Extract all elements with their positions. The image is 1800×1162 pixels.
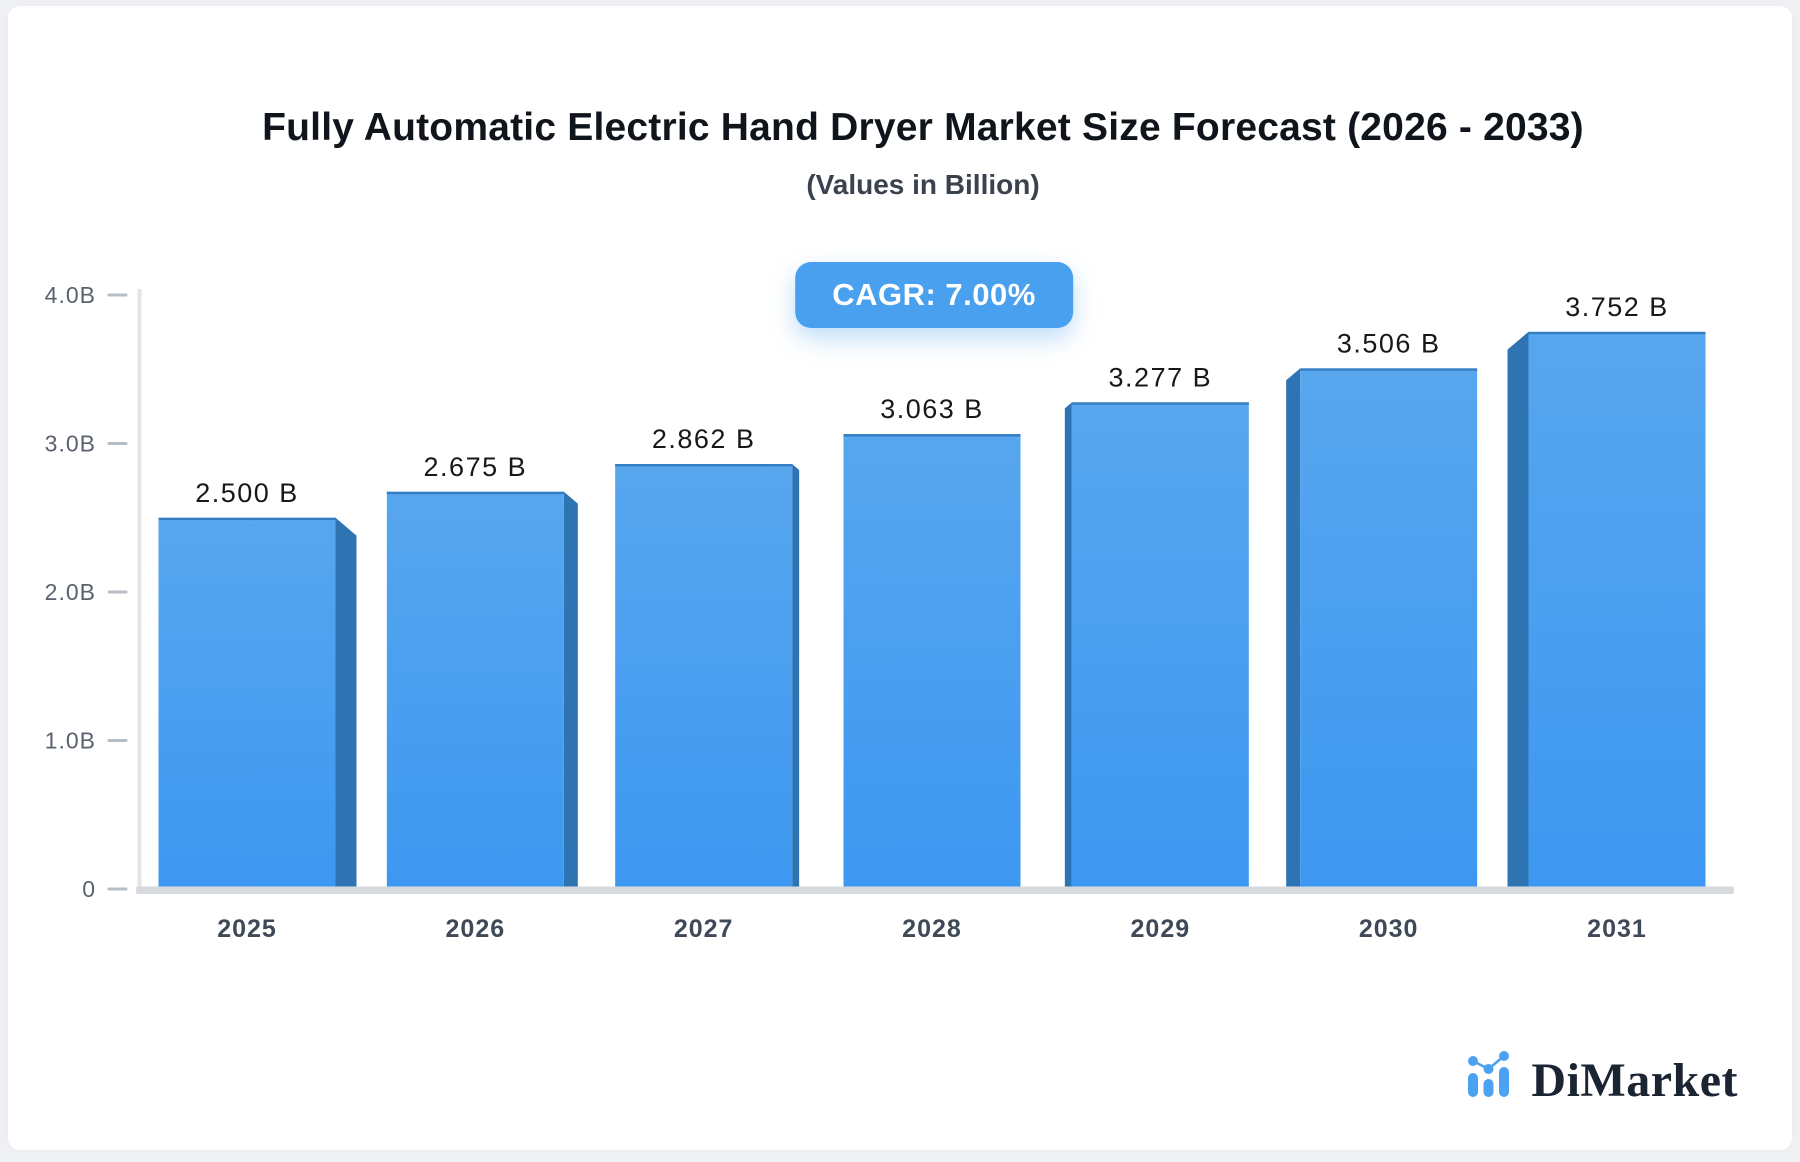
bar-side-face (564, 492, 578, 889)
bar-side-face (1507, 332, 1528, 889)
x-tick-label: 2026 (446, 915, 506, 943)
bar-side-face (1065, 402, 1072, 889)
bar-2029 (1072, 402, 1249, 889)
x-tick-label: 2029 (1131, 915, 1191, 943)
y-tick-label: 3.0B (45, 431, 96, 457)
bar-side-face (792, 464, 799, 889)
x-tick-label: 2031 (1587, 915, 1647, 943)
y-tick-label: 2.0B (45, 579, 96, 605)
logo-text: DiMarket (1531, 1061, 1738, 1100)
x-tick-label: 2027 (674, 915, 734, 943)
bar-side-face (1286, 368, 1300, 889)
chart-card: Fully Automatic Electric Hand Dryer Mark… (6, 4, 1794, 1152)
bar-group-2027: 2.862 B 2027 (615, 424, 799, 943)
bar-group-2030: 3.506 B 2030 (1286, 328, 1477, 943)
bar-value-label: 3.752 B (1565, 292, 1669, 322)
bar-group-2029: 3.277 B 2029 (1065, 362, 1249, 943)
bar-2030 (1300, 368, 1477, 889)
bar-value-label: 2.500 B (195, 478, 299, 508)
dimarket-logo: DiMarket (1466, 1049, 1738, 1100)
bar-2026 (387, 492, 564, 889)
bar-group-2028: 3.063 B 2028 (843, 394, 1020, 943)
bar-value-label: 3.506 B (1337, 328, 1441, 358)
y-tick-label: 1.0B (45, 728, 96, 754)
x-tick-label: 2030 (1359, 915, 1419, 943)
y-tick-label: 4.0B (45, 282, 96, 308)
bar-chart-logo-icon (1466, 1049, 1518, 1099)
bar-side-face (336, 518, 357, 889)
bar-value-label: 2.862 B (652, 424, 756, 454)
bar-2025 (159, 518, 336, 889)
x-tick-label: 2025 (217, 915, 277, 943)
bar-value-label: 2.675 B (424, 452, 528, 482)
bar-value-label: 3.277 B (1109, 362, 1213, 392)
bar-2031 (1528, 332, 1705, 889)
y-tick-label: 0 (82, 876, 96, 902)
bar-2027 (615, 464, 792, 889)
bar-group-2031: 3.752 B 2031 (1507, 292, 1705, 943)
bar-2028 (843, 434, 1020, 889)
bar-group-2025: 2.500 B 2025 (159, 478, 357, 943)
x-tick-label: 2028 (902, 915, 962, 943)
bar-value-label: 3.063 B (880, 394, 984, 424)
x-axis-baseline (136, 887, 1734, 895)
bar-group-2026: 2.675 B 2026 (387, 452, 578, 943)
